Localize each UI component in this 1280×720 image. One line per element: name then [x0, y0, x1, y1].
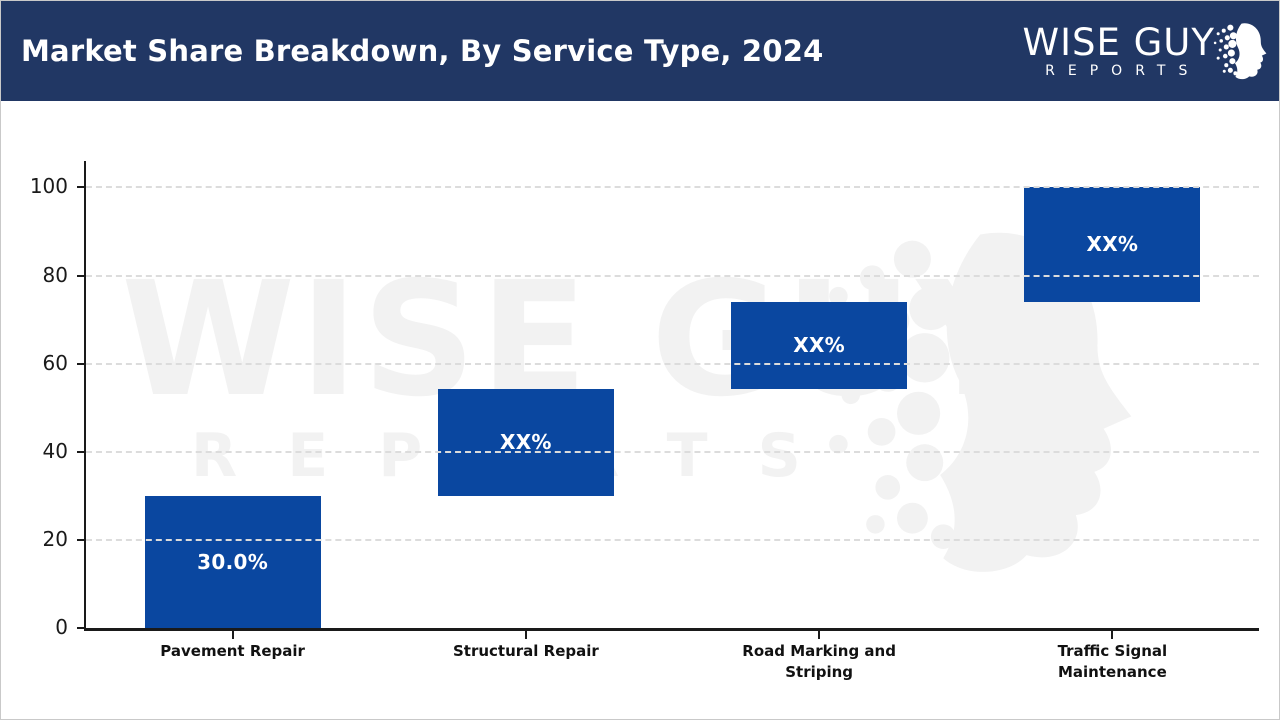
y-axis-tick	[77, 450, 86, 453]
x-axis-tick	[524, 630, 527, 639]
x-axis-tick	[1111, 630, 1114, 639]
y-axis-tick	[77, 186, 86, 189]
y-axis-tick-label: 60	[42, 350, 68, 375]
x-axis-tick	[231, 630, 234, 639]
brand-logo-text: WISE GUY REPORTS	[1023, 24, 1215, 78]
brand-logo: WISE GUY REPORTS	[1023, 7, 1273, 95]
bar-segment: 30.0%	[144, 495, 321, 628]
bar-segment: XX%	[437, 388, 614, 496]
y-axis-tick	[77, 274, 86, 277]
brand-head-icon	[1213, 23, 1267, 80]
brand-name: WISE GUY	[1022, 21, 1215, 64]
gridline	[86, 450, 1259, 453]
x-axis-category-label: Road Marking and Striping	[742, 642, 896, 681]
x-axis-category-label: Structural Repair	[452, 642, 599, 660]
watermark-head-icon	[812, 232, 1132, 572]
bar-value-label: XX%	[1086, 232, 1139, 257]
y-axis-tick	[77, 627, 86, 629]
y-axis-tick	[77, 362, 86, 365]
y-axis-tick-label: 80	[42, 262, 68, 287]
bar-value-label: XX%	[499, 430, 552, 455]
brand-subtitle: REPORTS	[1045, 63, 1201, 79]
gridline	[86, 362, 1259, 365]
bar-value-label: XX%	[793, 333, 845, 358]
y-axis-tick-label: 20	[42, 526, 68, 551]
gridline	[86, 186, 1259, 189]
x-axis-category-label: Traffic Signal Maintenance	[1057, 642, 1168, 681]
header-bar: Market Share Breakdown, By Service Type,…	[1, 1, 1279, 101]
y-axis-tick-label: 100	[29, 174, 68, 199]
gridline	[86, 538, 1259, 541]
y-axis-tick-label: 40	[42, 438, 68, 463]
page-title: Market Share Breakdown, By Service Type,…	[21, 34, 824, 68]
y-axis-line	[84, 161, 86, 628]
bar-segment: XX%	[1024, 187, 1201, 302]
y-axis-tick	[77, 538, 86, 541]
gridline	[86, 274, 1259, 277]
bar-value-label: 30.0%	[197, 549, 269, 574]
x-axis-tick	[818, 630, 821, 639]
y-axis-tick-label: 0	[55, 615, 68, 639]
x-axis-category-label: Pavement Repair	[160, 642, 305, 660]
bar-segment: XX%	[731, 301, 908, 389]
x-axis-line	[84, 628, 1259, 631]
